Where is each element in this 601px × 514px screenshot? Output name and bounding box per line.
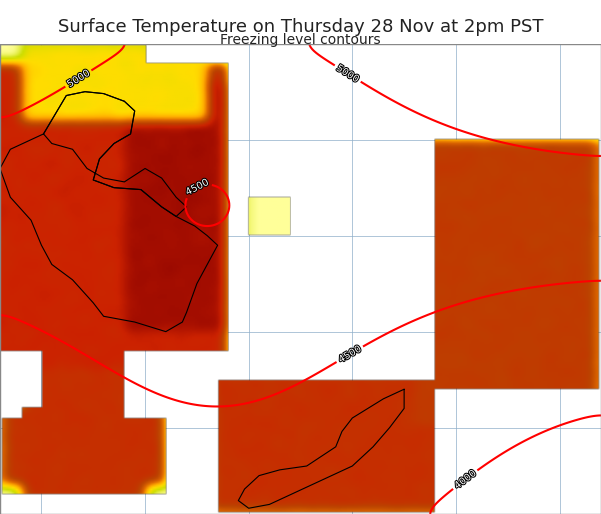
Text: 5000: 5000 — [66, 68, 91, 89]
Text: 4000: 4000 — [453, 468, 478, 491]
Text: 4500: 4500 — [184, 177, 210, 197]
Text: 5000: 5000 — [335, 63, 361, 84]
Text: 4500: 4500 — [337, 344, 363, 365]
Text: Surface Temperature on Thursday 28 Nov at 2pm PST: Surface Temperature on Thursday 28 Nov a… — [58, 18, 543, 36]
Text: Freezing level contours: Freezing level contours — [220, 33, 381, 47]
Bar — [0, 44, 601, 514]
